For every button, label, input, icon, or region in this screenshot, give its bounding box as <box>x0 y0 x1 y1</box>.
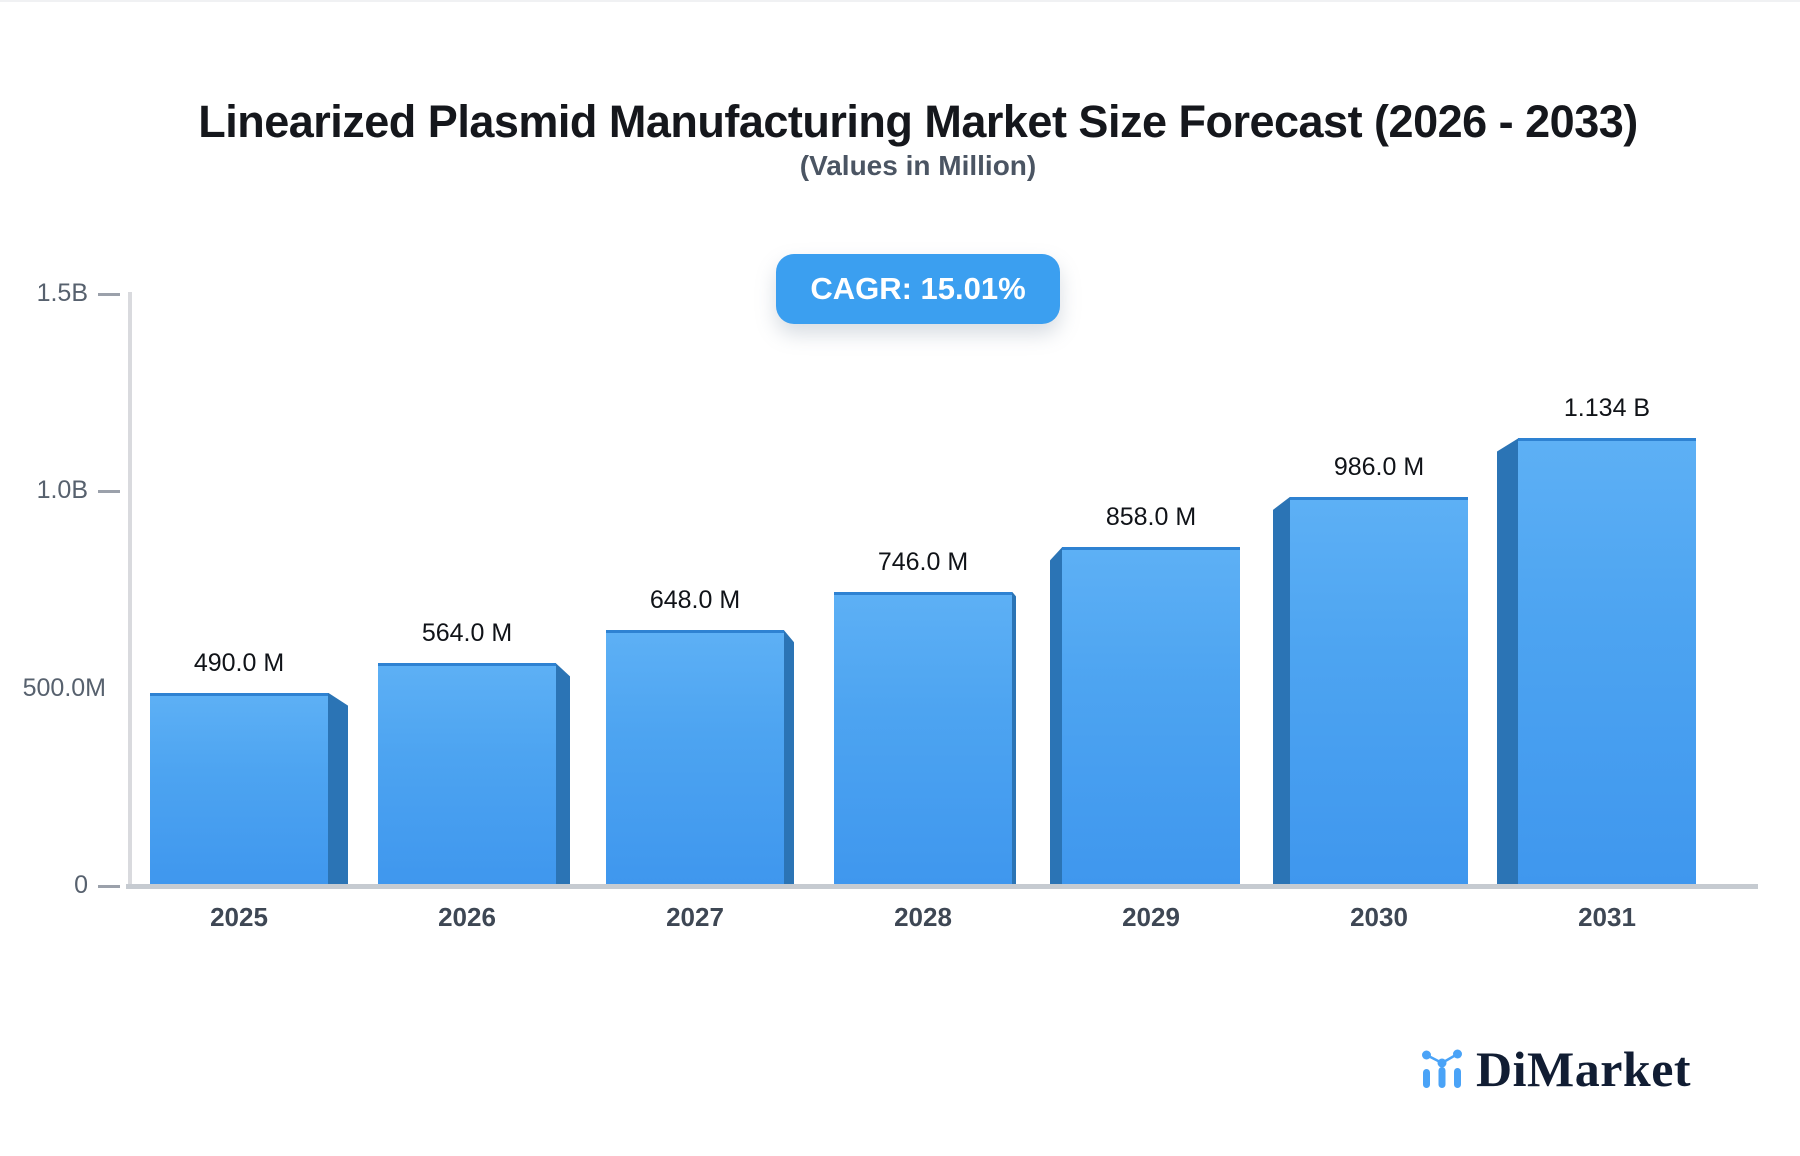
bar-value-label-2027: 648.0 M <box>649 586 741 615</box>
bar-value-label-2026: 564.0 M <box>421 619 513 648</box>
x-tick-label-2030: 2030 <box>1350 902 1408 932</box>
bar-2028[interactable] <box>834 591 1012 884</box>
bar-side-2031 <box>1497 438 1518 884</box>
x-tick-label-2029: 2029 <box>1122 902 1180 932</box>
bar-side-2029 <box>1050 547 1062 884</box>
logo-chart-icon <box>1422 1049 1462 1088</box>
y-tick-mark <box>98 489 120 493</box>
y-tick-label-500.0M: 500.0M <box>22 673 106 702</box>
x-axis-line <box>126 884 1758 889</box>
cagr-badge: CAGR: 15.01% <box>776 254 1060 324</box>
y-tick-mark <box>98 884 120 888</box>
chart-subtitle: (Values in Million) <box>799 150 1037 181</box>
x-tick-label-2026: 2026 <box>438 902 496 932</box>
logo-text: DiMarket <box>1476 1041 1692 1097</box>
y-tick-label-1.0B: 1.0B <box>36 476 88 505</box>
bar-2031[interactable] <box>1518 438 1696 884</box>
bar-side-2025 <box>328 692 348 884</box>
y-tick-label-1.5B: 1.5B <box>36 279 88 307</box>
bar-value-label-2025: 490.0 M <box>193 648 285 677</box>
y-tick-label-0: 0 <box>74 871 88 899</box>
dimarket-logo: DiMarket <box>1420 1040 1691 1098</box>
bar-2026[interactable] <box>378 663 556 884</box>
y-axis-line <box>128 292 132 886</box>
x-tick-label-2031: 2031 <box>1578 902 1636 932</box>
bar-2029[interactable] <box>1062 547 1240 884</box>
bar-side-2030 <box>1273 496 1290 884</box>
bar-2030[interactable] <box>1290 496 1468 884</box>
bar-value-label-2028: 746.0 M <box>877 547 969 576</box>
bar-side-2026 <box>556 663 570 884</box>
x-tick-label-2027: 2027 <box>666 902 724 932</box>
bar-value-label-2031: 1.134 B <box>1563 394 1651 423</box>
cagr-badge-wrap: CAGR: 15.01% <box>105 254 1731 324</box>
x-tick-label-2028: 2028 <box>894 902 952 932</box>
bar-2025[interactable] <box>150 692 328 884</box>
chart-title: Linearized Plasmid Manufacturing Market … <box>198 96 1638 147</box>
x-tick-label-2025: 2025 <box>210 902 268 932</box>
bar-2027[interactable] <box>606 630 784 884</box>
bar-side-2027 <box>784 630 794 884</box>
bar-side-2028 <box>1012 591 1016 884</box>
bar-value-label-2029: 858.0 M <box>1105 503 1197 532</box>
y-tick-mark <box>98 292 120 296</box>
bar-value-label-2030: 986.0 M <box>1333 452 1425 481</box>
